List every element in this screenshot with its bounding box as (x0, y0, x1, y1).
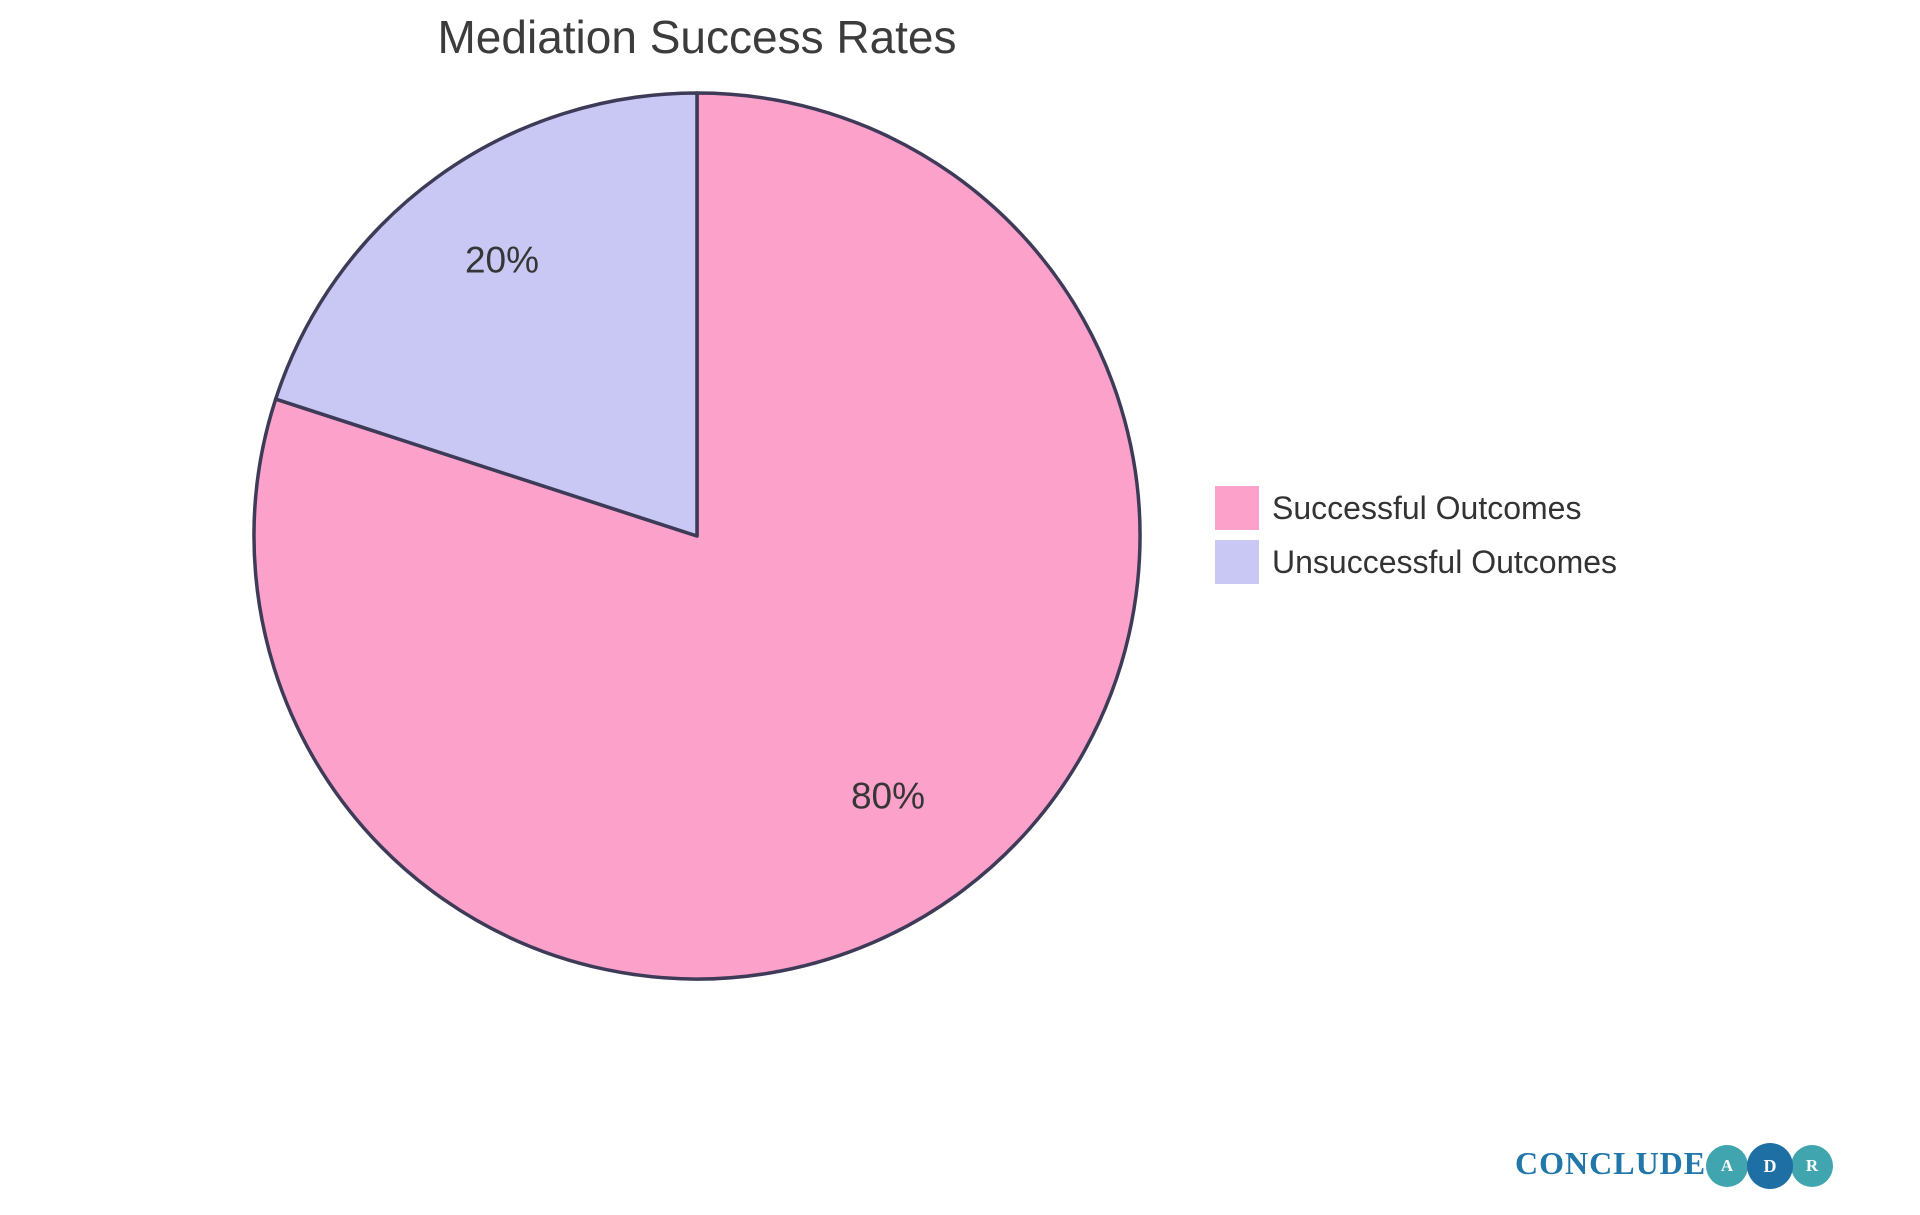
pie-label-unsuccessful-pct: 20% (465, 240, 539, 281)
logo-badge-a-letter: A (1720, 1156, 1734, 1175)
legend: Successful Outcomes Unsuccessful Outcome… (1215, 486, 1617, 584)
conclude-adr-logo: CONCLUDE A D R (1500, 1140, 1860, 1192)
logo-badge-d-letter: D (1763, 1155, 1777, 1176)
pie-label-successful-pct: 80% (851, 776, 925, 817)
legend-item-successful: Successful Outcomes (1215, 486, 1617, 530)
logo-badge-r-letter: R (1805, 1156, 1819, 1175)
legend-swatch-successful (1215, 486, 1259, 530)
pie-chart: 20% 80% (252, 91, 1142, 981)
logo-wordmark: CONCLUDE (1515, 1145, 1707, 1181)
legend-item-unsuccessful: Unsuccessful Outcomes (1215, 540, 1617, 584)
logo-badge-d: D (1747, 1143, 1793, 1189)
pie-slice-unsuccessful-outcomes (273, 91, 699, 538)
legend-label-unsuccessful: Unsuccessful Outcomes (1272, 543, 1618, 580)
chart-title: Mediation Success Rates (437, 11, 957, 63)
logo-badge-r: R (1791, 1145, 1833, 1187)
legend-swatch-unsuccessful (1215, 540, 1259, 584)
pie-slice-successful-outcomes (252, 91, 1142, 981)
legend-label-successful: Successful Outcomes (1272, 489, 1582, 526)
logo-badge-a: A (1706, 1145, 1748, 1187)
